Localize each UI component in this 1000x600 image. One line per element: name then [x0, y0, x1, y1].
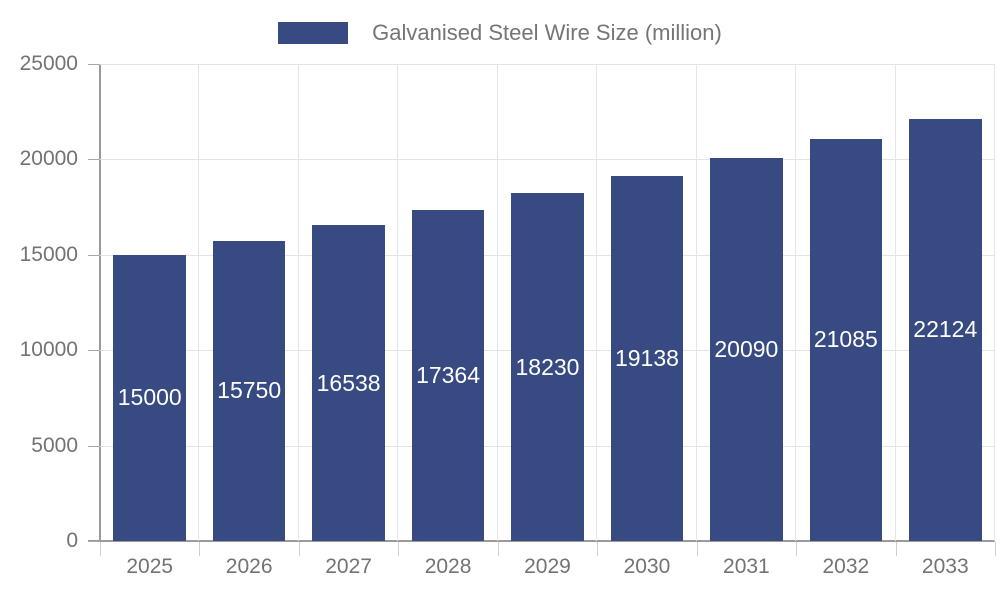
x-axis-tick — [100, 542, 101, 556]
bar-value-label: 19138 — [614, 344, 679, 371]
bar-2028: 17364 — [411, 209, 485, 541]
x-axis-tick — [497, 542, 499, 556]
y-axis-tick — [88, 445, 100, 447]
bar-2029: 18230 — [511, 193, 584, 541]
y-axis-tick-label: 20000 — [19, 147, 78, 171]
x-axis-tick-label: 2025 — [126, 555, 174, 578]
bar-value-label: 21085 — [813, 326, 878, 353]
x-axis-tick — [796, 542, 798, 556]
x-axis-tick-label: 2029 — [524, 555, 571, 578]
bar-2033: 22124 — [908, 118, 982, 541]
x-axis-tick-label: 2028 — [424, 555, 472, 578]
x-axis-tick — [597, 542, 599, 556]
bar-value-label: 16538 — [316, 369, 381, 396]
gridline-vertical — [596, 64, 598, 541]
gridline-horizontal — [100, 159, 995, 161]
y-axis-tick — [88, 350, 100, 352]
bar-2031: 20090 — [710, 157, 783, 541]
bar-2030: 19138 — [610, 175, 684, 541]
y-axis-line — [99, 64, 101, 541]
gridline-vertical — [397, 64, 399, 541]
x-axis-tick-label: 2033 — [921, 555, 969, 578]
y-axis-tick-label: 0 — [66, 529, 78, 552]
legend[interactable]: Galvanised Steel Wire Size (million) — [0, 20, 1000, 46]
x-axis-tick-label: 2031 — [723, 555, 770, 578]
x-axis-line — [88, 540, 995, 542]
bar-2032: 21085 — [809, 138, 883, 541]
legend-label: Galvanised Steel Wire Size (million) — [372, 20, 722, 45]
x-axis-tick-label: 2026 — [225, 555, 273, 578]
gridline-horizontal — [100, 64, 995, 65]
gridline-vertical — [795, 64, 797, 541]
x-axis-tick — [199, 542, 201, 556]
x-axis-tick-label: 2030 — [623, 555, 671, 578]
bar-value-label: 15000 — [117, 384, 182, 411]
legend-swatch — [278, 22, 349, 44]
y-axis-tick-label: 10000 — [19, 338, 78, 362]
y-axis-tick — [88, 254, 100, 256]
y-axis-tick-label: 5000 — [31, 433, 78, 457]
x-axis-tick — [398, 542, 400, 556]
bar-2025: 15000 — [113, 254, 187, 541]
bar-value-label: 17364 — [416, 361, 481, 388]
plot-area: 15000 15750 16538 17364 18230 19138 20090 21085… — [100, 64, 995, 541]
bar-2026: 15750 — [212, 240, 286, 541]
x-axis-tick-label: 2032 — [822, 555, 870, 578]
bar-value-label: 20090 — [714, 335, 779, 362]
bar-value-label: 18230 — [515, 353, 580, 380]
x-axis-tick — [995, 542, 996, 556]
gridline-vertical — [695, 64, 697, 541]
x-axis-tick — [696, 542, 698, 556]
gridline-vertical — [297, 64, 299, 541]
gridline-vertical — [994, 64, 995, 541]
y-axis-tick — [88, 541, 100, 542]
x-axis-tick-label: 2027 — [325, 555, 372, 578]
y-axis-tick-label: 25000 — [19, 52, 78, 75]
gridline-vertical — [198, 64, 200, 541]
bar-value-label: 22124 — [913, 316, 978, 343]
gridline-vertical — [894, 64, 896, 541]
x-axis-tick — [895, 542, 897, 556]
y-axis-tick — [88, 64, 100, 65]
x-axis-tick — [298, 542, 300, 556]
bar-2027: 16538 — [312, 225, 385, 541]
y-axis-tick-label: 15000 — [19, 242, 78, 266]
gridline-vertical — [496, 64, 498, 541]
bar-value-label: 15750 — [217, 377, 282, 404]
y-axis-tick — [88, 159, 100, 161]
